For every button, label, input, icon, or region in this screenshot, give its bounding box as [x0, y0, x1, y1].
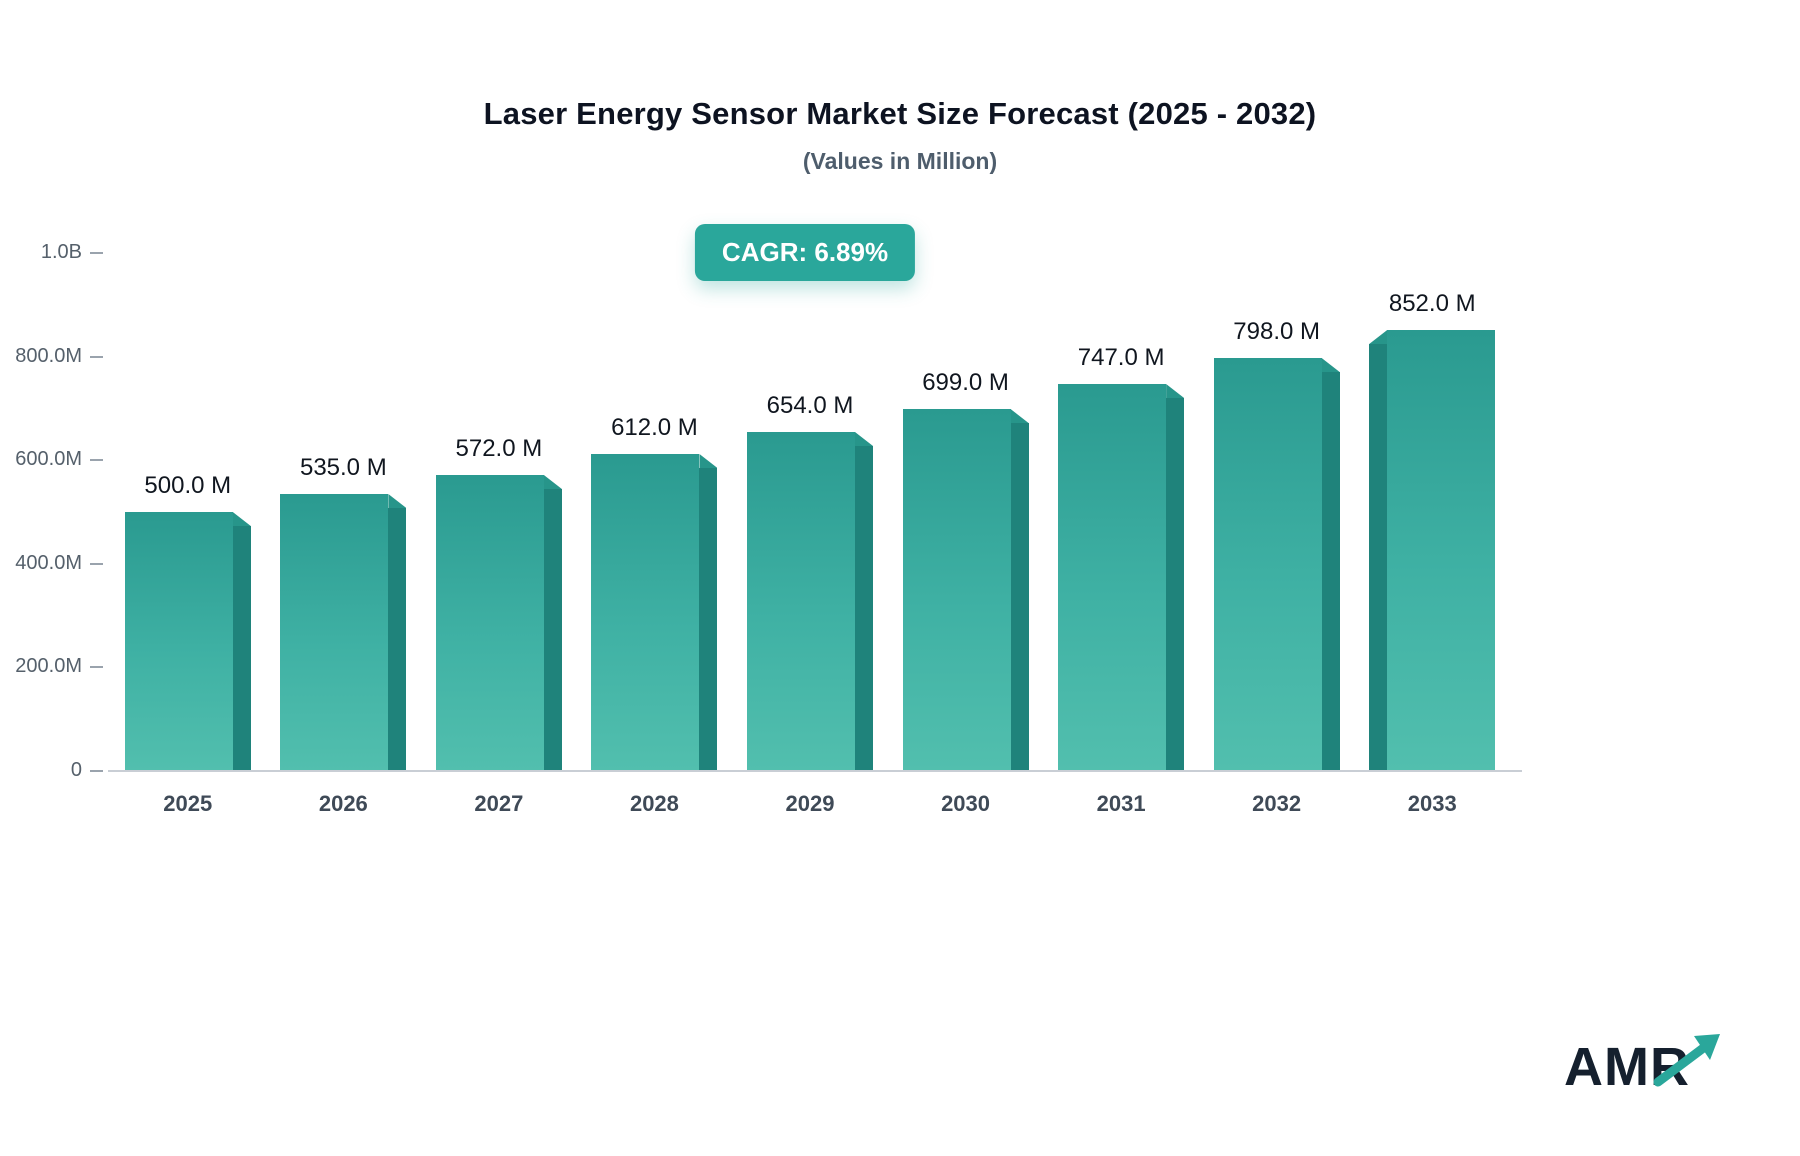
bar — [747, 432, 855, 771]
bar-side-face — [232, 526, 251, 771]
y-axis-tick-label: 0 — [70, 759, 82, 781]
x-axis-label: 2033 — [1407, 791, 1457, 816]
bar-group: 654.0 M — [747, 392, 873, 771]
bar-group: 699.0 M — [902, 369, 1029, 771]
bar — [124, 512, 233, 771]
y-axis-tick-mark — [90, 770, 103, 772]
bar-side-bevel — [543, 475, 562, 489]
bar — [1387, 330, 1496, 771]
y-axis-tick-mark — [90, 459, 103, 462]
amr-logo: AMR — [1518, 1024, 1720, 1097]
bar-value-label: 852.0 M — [1388, 290, 1476, 317]
y-axis-tick-label: 800.0M — [15, 344, 82, 367]
y-axis-tick-mark — [90, 355, 103, 358]
x-axis-label: 2031 — [1096, 791, 1146, 816]
amr-logo-text: AMR — [1564, 1037, 1690, 1097]
bar-value-label: 535.0 M — [299, 454, 387, 481]
bar-value-label: 654.0 M — [766, 392, 854, 419]
bar-group: 535.0 M — [280, 454, 407, 771]
bar — [280, 494, 389, 771]
bar-side-bevel — [855, 432, 873, 446]
chart-subtitle: (Values in Million) — [802, 148, 998, 174]
bar — [1213, 358, 1322, 771]
bar-side-face — [1369, 344, 1388, 771]
x-axis-label: 2025 — [163, 791, 213, 816]
bar-side-bevel — [1369, 330, 1388, 344]
bar-side-face — [855, 446, 873, 771]
bar-side-bevel — [232, 512, 251, 526]
bar-group: 500.0 M — [124, 472, 251, 771]
bar-value-label: 747.0 M — [1077, 344, 1165, 371]
bar — [591, 454, 700, 771]
y-axis-tick-label: 1.0B — [40, 241, 82, 263]
y-axis-tick-mark — [90, 666, 103, 669]
bar-side-face — [543, 489, 562, 771]
x-axis-label: 2029 — [785, 791, 835, 816]
bar-group: 572.0 M — [435, 435, 562, 771]
x-axis-line — [108, 770, 1522, 772]
logo-arrow-icon — [1653, 1034, 1720, 1087]
bar — [1058, 384, 1167, 771]
x-axis-label: 2028 — [629, 791, 679, 816]
x-axis-label: 2032 — [1252, 791, 1302, 816]
bar-side-face — [388, 508, 407, 771]
bar-value-label: 572.0 M — [455, 435, 543, 462]
bar-side-bevel — [1010, 409, 1029, 423]
cagr-badge: CAGR: 6.89% — [694, 224, 916, 281]
x-axis-label: 2027 — [474, 791, 524, 816]
bar — [902, 409, 1011, 771]
bar-side-bevel — [1166, 384, 1185, 398]
bar-group: 852.0 M — [1369, 290, 1496, 771]
y-axis-tick-label: 400.0M — [15, 551, 82, 574]
bar-side-face — [1321, 372, 1340, 771]
bar-value-label: 699.0 M — [922, 369, 1009, 396]
bar-value-label: 612.0 M — [611, 414, 698, 441]
x-axis-label: 2026 — [318, 791, 368, 816]
bar-side-bevel — [388, 494, 407, 508]
bar-group: 747.0 M — [1058, 344, 1185, 771]
y-axis-tick-label: 200.0M — [15, 655, 82, 678]
y-axis-tick-mark — [90, 252, 103, 254]
bar — [435, 475, 544, 771]
y-axis-tick-mark — [90, 562, 103, 565]
x-axis-label: 2030 — [941, 791, 991, 816]
plot-area: 0 200.0M 400.0M 600.0M 800.0M 1.0B 500.0 M 2025… — [15, 241, 1510, 816]
bar-group: 612.0 M — [591, 414, 718, 771]
bar-value-label: 500.0 M — [144, 472, 232, 499]
bar-side-face — [699, 468, 718, 771]
bar-side-face — [1010, 423, 1029, 771]
bar-side-face — [1166, 398, 1185, 771]
bar-value-label: 798.0 M — [1233, 318, 1321, 345]
chart-title: Laser Energy Sensor Market Size Forecast… — [483, 96, 1317, 131]
y-axis-tick-label: 600.0M — [15, 448, 82, 471]
bar-side-bevel — [699, 454, 718, 468]
bar-group: 798.0 M — [1213, 318, 1340, 771]
bar-side-bevel — [1321, 358, 1340, 372]
